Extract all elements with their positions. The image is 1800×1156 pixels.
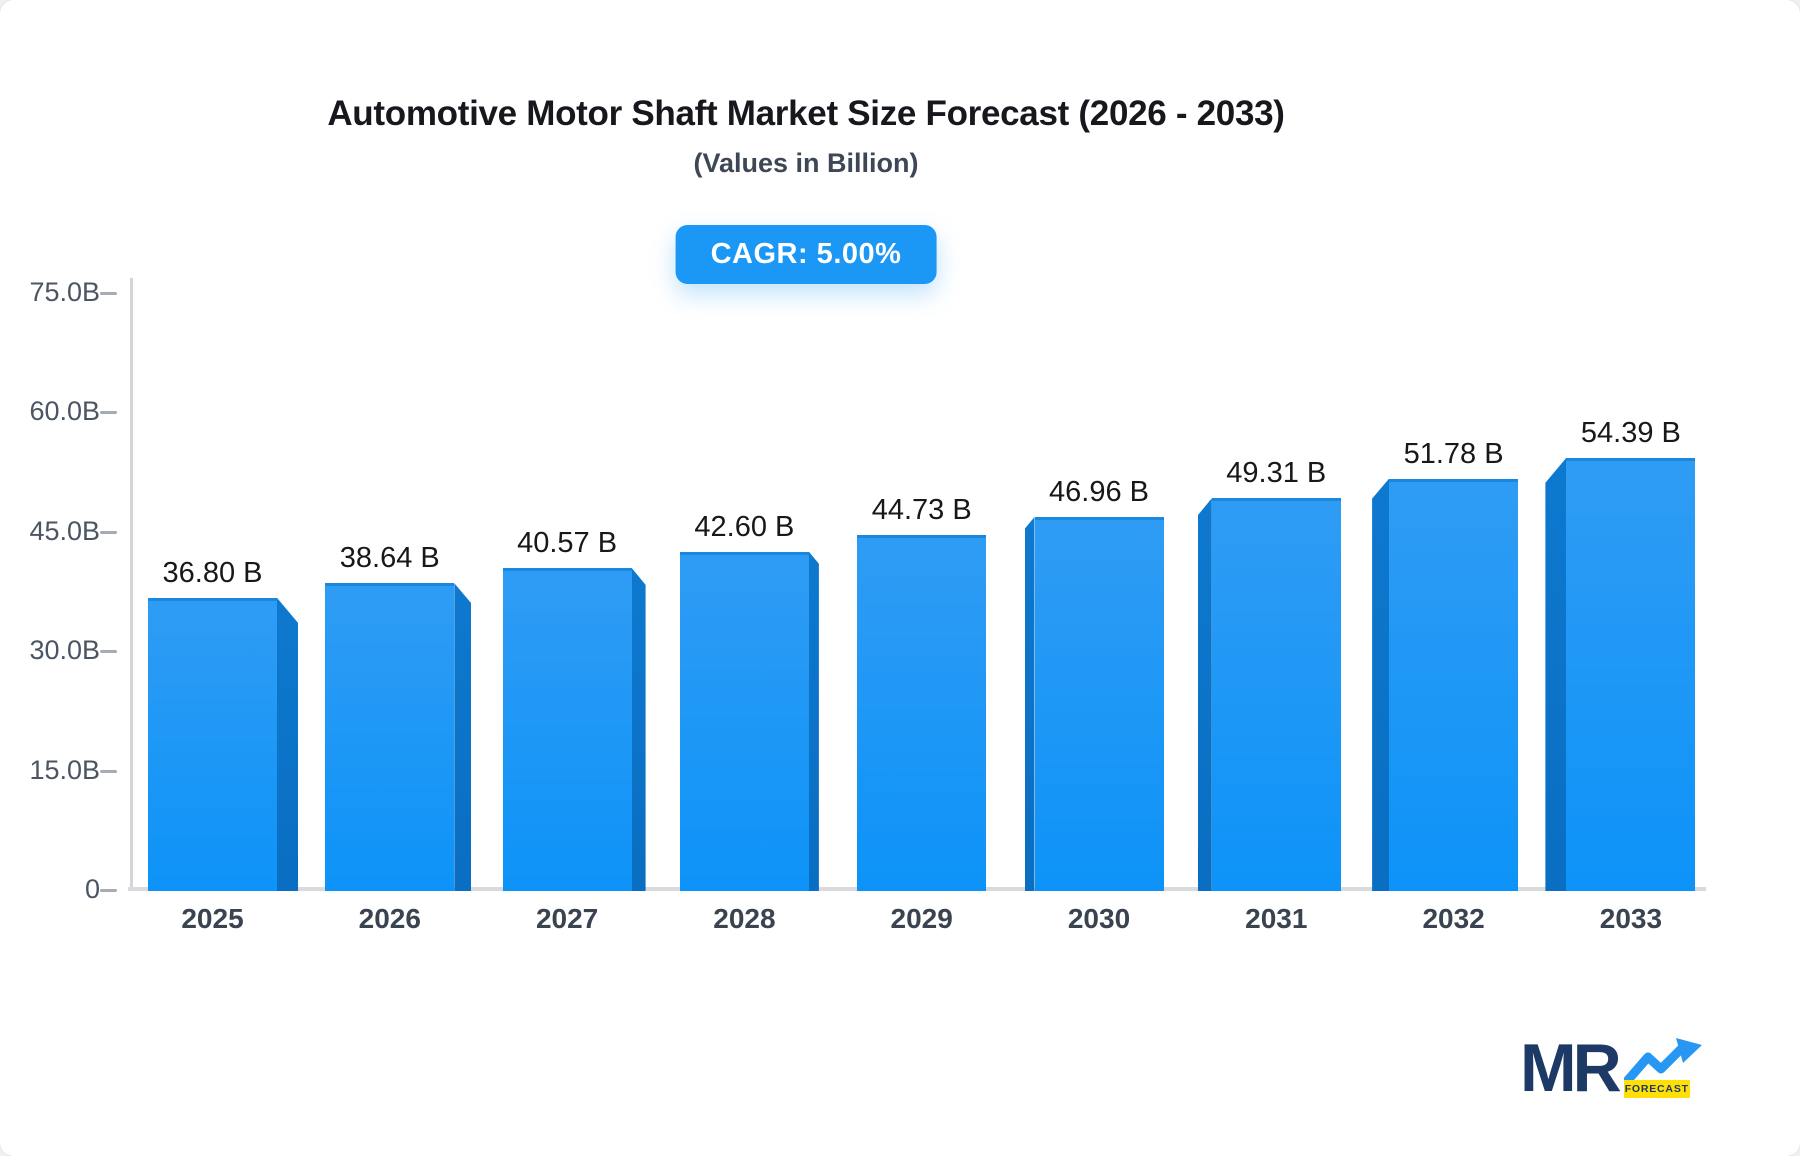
y-axis-line (130, 278, 133, 889)
chart-subtitle: (Values in Billion) (693, 148, 919, 178)
y-axis-tick-label: 0 (84, 874, 100, 904)
x-axis-label-2033: 2033 (1599, 903, 1663, 934)
trend-arrow-icon (1623, 1038, 1702, 1084)
bar-3d-side-2026 (454, 583, 472, 891)
bar-2025 (148, 597, 277, 891)
bar-2027 (502, 567, 632, 891)
x-axis-label-2026: 2026 (358, 903, 421, 934)
y-axis-tick-mark (100, 530, 117, 534)
bar-value-label: 51.78 B (1403, 437, 1504, 470)
x-axis-label-2032: 2032 (1422, 903, 1485, 934)
bar-3d-side-2025 (277, 597, 298, 891)
y-axis-tick-label: 75.0B (29, 276, 100, 307)
y-axis-tick-label: 60.0B (29, 396, 100, 427)
x-axis-label-2025: 2025 (181, 903, 244, 934)
bar-3d-side-2030 (1024, 516, 1035, 891)
bar-3d-side-2031 (1197, 498, 1212, 891)
mr-forecast-logo: MR FORECAST (1520, 1030, 1708, 1106)
bar-value-label: 42.60 B (694, 510, 795, 543)
bar-value-label: 54.39 B (1580, 416, 1681, 449)
x-axis-label-2027: 2027 (535, 903, 599, 934)
bar-3d-side-2032 (1372, 478, 1390, 891)
cagr-badge: CAGR: 5.00% (675, 225, 937, 284)
y-axis-tick-mark (100, 291, 117, 295)
bar-2030 (1034, 516, 1164, 891)
bar-2032 (1389, 478, 1519, 891)
y-axis-tick-label: 30.0B (29, 635, 100, 666)
x-axis-label-2028: 2028 (713, 903, 776, 934)
logo-forecast-text: FORECAST (1623, 1080, 1690, 1098)
chart-title: Automotive Motor Shaft Market Size Forec… (327, 94, 1285, 133)
bar-3d-side-2033 (1545, 457, 1567, 891)
y-axis-tick-mark (100, 411, 117, 415)
y-axis-tick-mark (100, 650, 117, 654)
bar-value-label: 38.64 B (339, 542, 440, 575)
bar-3d-side-2028 (808, 551, 819, 891)
x-axis-label-2031: 2031 (1245, 903, 1308, 934)
y-axis-tick-mark (100, 889, 117, 892)
bar-value-label: 46.96 B (1049, 475, 1149, 508)
y-axis-tick-mark (100, 769, 117, 773)
bar-2029 (857, 534, 987, 891)
bar-value-label: 36.80 B (162, 556, 263, 589)
bar-value-label: 40.57 B (517, 526, 618, 559)
bar-3d-side-2027 (631, 567, 646, 891)
y-axis-tick-label: 15.0B (29, 754, 100, 785)
x-axis-label-2029: 2029 (890, 903, 953, 934)
bar-2033 (1566, 457, 1696, 891)
bar-value-label: 49.31 B (1226, 457, 1327, 490)
y-axis-tick-label: 45.0B (29, 515, 100, 546)
bar-2028 (679, 551, 809, 891)
bar-2026 (325, 583, 455, 891)
logo-brand-text: MR (1520, 1030, 1622, 1106)
bar-value-label: 44.73 B (871, 493, 972, 526)
bar-2031 (1211, 498, 1341, 891)
x-axis-label-2030: 2030 (1067, 903, 1131, 934)
